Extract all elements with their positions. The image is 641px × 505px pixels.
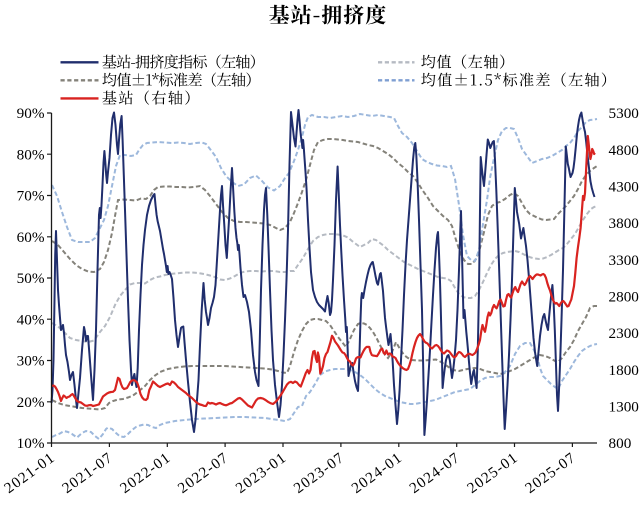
svg-text:90%: 90% — [17, 105, 45, 122]
svg-text:1300: 1300 — [609, 399, 640, 416]
svg-text:50%: 50% — [17, 270, 45, 287]
svg-text:60%: 60% — [17, 229, 45, 246]
svg-text:3300: 3300 — [609, 252, 640, 269]
svg-text:30%: 30% — [17, 353, 45, 370]
svg-text:2800: 2800 — [609, 289, 640, 306]
svg-text:20%: 20% — [17, 394, 45, 411]
svg-text:70%: 70% — [17, 188, 45, 205]
svg-text:3800: 3800 — [609, 215, 640, 232]
svg-text:80%: 80% — [17, 146, 45, 163]
svg-text:2300: 2300 — [609, 325, 640, 342]
svg-text:1800: 1800 — [609, 362, 640, 379]
svg-text:800: 800 — [609, 435, 632, 452]
svg-text:4300: 4300 — [609, 179, 640, 196]
svg-text:4800: 4800 — [609, 142, 640, 159]
svg-text:40%: 40% — [17, 311, 45, 328]
svg-text:5300: 5300 — [609, 105, 640, 122]
svg-text:10%: 10% — [17, 435, 45, 452]
